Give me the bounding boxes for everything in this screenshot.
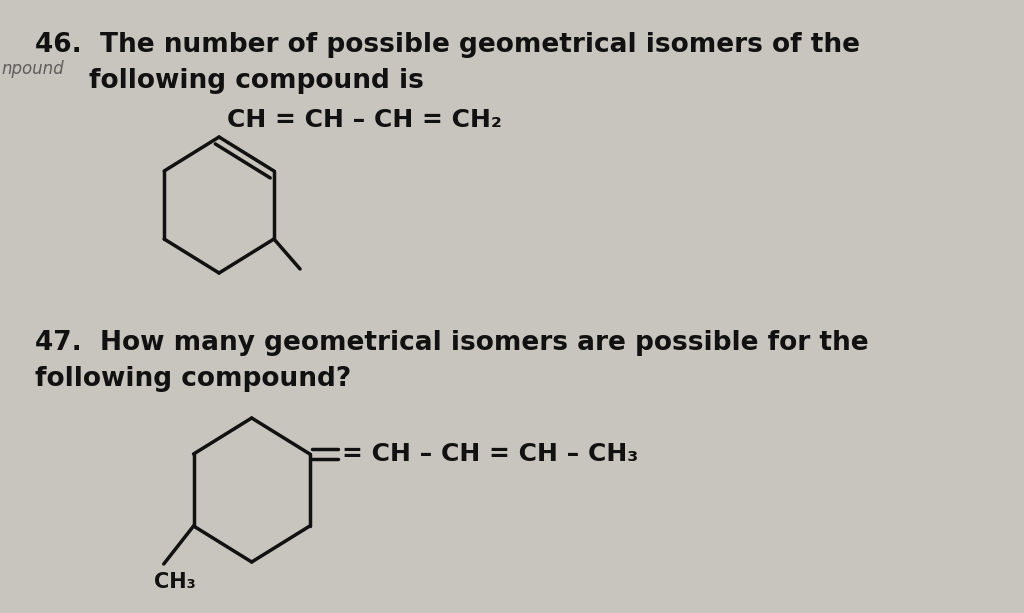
Text: following compound?: following compound? — [36, 366, 351, 392]
Text: CH₃: CH₃ — [155, 572, 197, 592]
Text: CH = CH – CH = CH₂: CH = CH – CH = CH₂ — [226, 108, 502, 132]
Text: 46.  The number of possible geometrical isomers of the: 46. The number of possible geometrical i… — [36, 32, 860, 58]
Text: following compound is: following compound is — [88, 68, 424, 94]
Text: 47.  How many geometrical isomers are possible for the: 47. How many geometrical isomers are pos… — [36, 330, 869, 356]
Text: = CH – CH = CH – CH₃: = CH – CH = CH – CH₃ — [342, 442, 639, 466]
Text: npound: npound — [2, 60, 65, 78]
